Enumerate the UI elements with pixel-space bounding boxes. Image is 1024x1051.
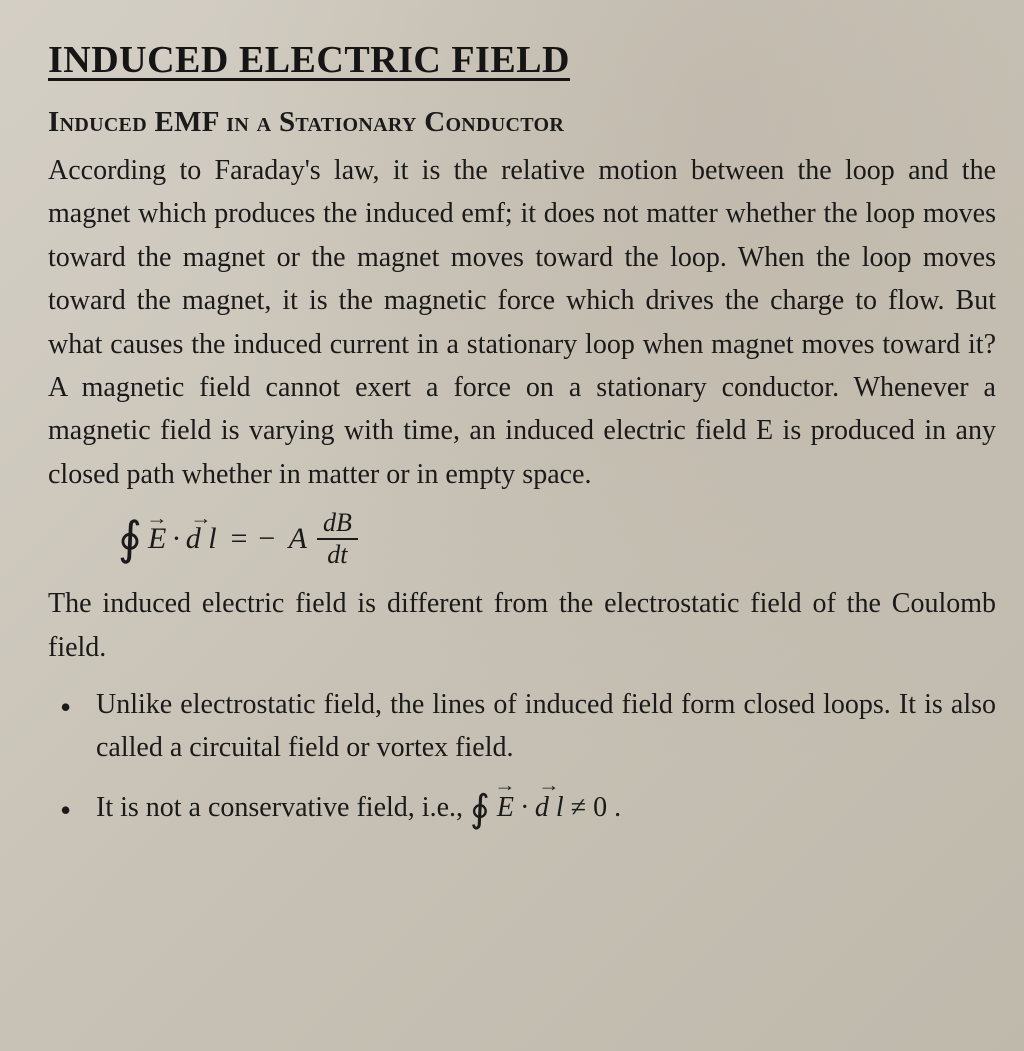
main-heading: INDUCED ELECTRIC FIELD [48,38,996,82]
inline-vector-E: E [497,786,514,829]
vector-dl: d l [186,522,217,556]
inline-vector-dl: d l [535,786,564,829]
dot-operator: · [172,522,180,556]
coefficient-A: A [289,522,307,556]
inline-integral-symbol: ∮ [470,788,490,830]
inline-formula: ∮ E · d l ≠ 0 [470,792,614,823]
fraction-numerator: dB [317,510,358,540]
sub-heading: Induced EMF in a Stationary Conductor [48,106,996,139]
bullet-item-2: It is not a conservative field, i.e., ∮ … [48,786,996,829]
inline-neq: ≠ 0 [571,792,607,823]
bullet-list: Unlike electrostatic field, the lines of… [48,683,996,829]
intro-paragraph: According to Faraday's law, it is the re… [48,149,996,496]
fraction-denominator: dt [321,540,353,568]
bullet-item-1: Unlike electrostatic field, the lines of… [48,683,996,770]
integral-symbol: ∮ [118,516,142,562]
after-formula-paragraph: The induced electric field is different … [48,582,996,669]
inline-dot: · [521,792,528,823]
vector-E: E [148,522,166,556]
fraction-dBdt: dB dt [317,510,358,568]
main-formula: ∮ E · d l = − A dB dt [118,510,996,568]
equals-sign: = − [229,522,277,556]
bullet-2-prefix: It is not a conservative field, i.e., [96,792,470,823]
bullet-2-suffix: . [614,792,621,823]
